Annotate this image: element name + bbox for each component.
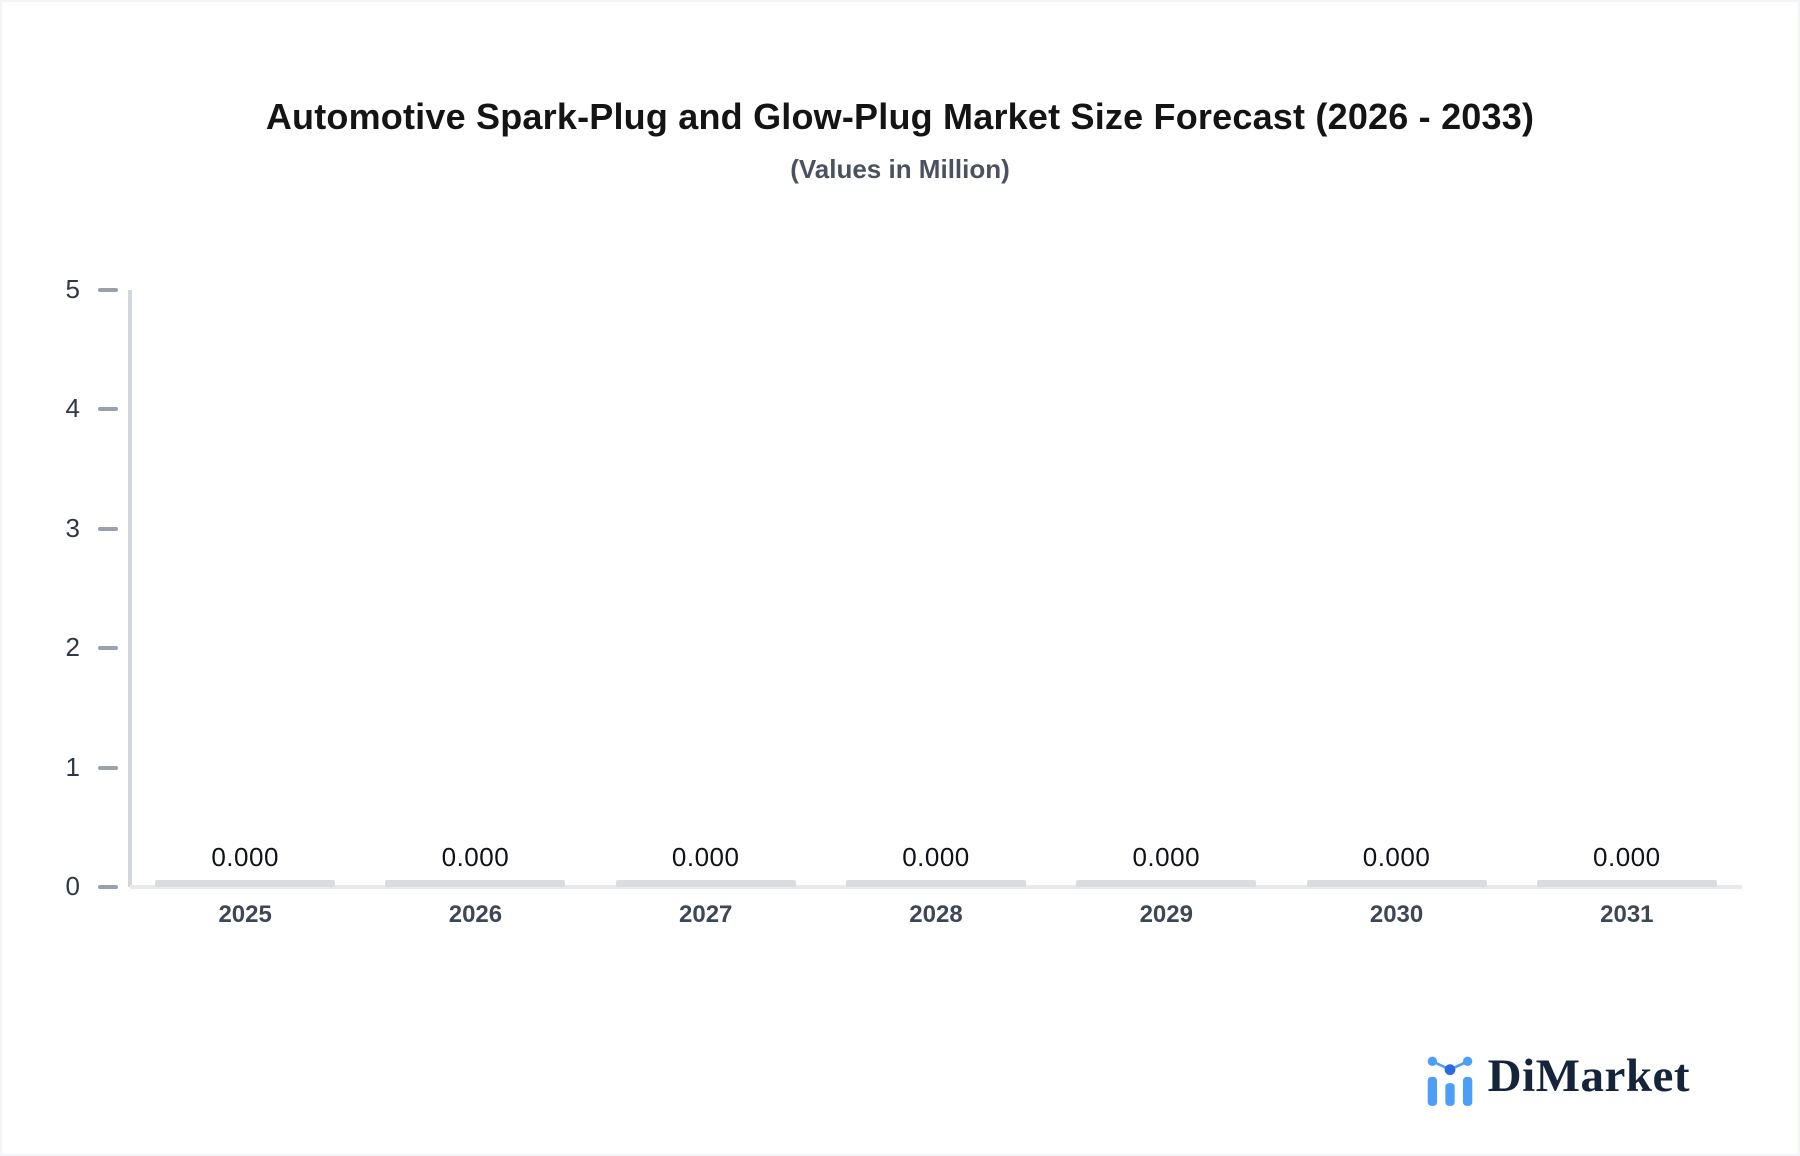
x-axis-label: 2031 [1600, 901, 1654, 928]
tick-mark [98, 885, 118, 889]
bar [845, 880, 1026, 887]
bar-value-label: 0.000 [671, 842, 740, 872]
chart-header: Automotive Spark-Plug and Glow-Plug Mark… [0, 96, 1800, 185]
bar [385, 880, 566, 887]
x-axis-label: 2025 [218, 901, 272, 928]
bar-column: 0.000 2028 [821, 290, 1051, 928]
plot-area: 5 4 3 2 1 0 0.000 2025 0.000 2026 0.000 [66, 274, 1742, 928]
bar [615, 880, 796, 887]
chart-title: Automotive Spark-Plug and Glow-Plug Mark… [265, 96, 1535, 137]
tick-mark [98, 288, 118, 292]
y-axis-tick-label: 1 [65, 751, 80, 782]
bar-value-label: 0.000 [1132, 842, 1201, 872]
x-axis-label: 2026 [448, 901, 503, 928]
tick-mark [98, 765, 118, 770]
bar-column: 0.000 2027 [591, 290, 821, 928]
bar [155, 880, 336, 887]
y-axis-tick-label: 5 [65, 274, 80, 304]
bar-column: 0.000 2026 [360, 290, 590, 928]
x-axis-label: 2030 [1369, 901, 1424, 928]
bar-columns: 0.000 2025 0.000 2026 0.000 2027 0.000 2… [130, 290, 1742, 928]
y-axis-tick-label: 0 [65, 871, 80, 901]
tick-mark [98, 407, 118, 412]
y-axis-tick-label: 2 [65, 632, 80, 663]
chart-subtitle: (Values in Million) [790, 154, 1010, 184]
bar-value-label: 0.000 [441, 842, 510, 872]
bar-value-label: 0.000 [902, 842, 970, 872]
tick-mark [98, 526, 118, 531]
brand-logo: DiMarket [1424, 1044, 1690, 1108]
x-axis-label: 2029 [1139, 901, 1193, 928]
tick-mark [98, 646, 118, 651]
bar-value-label: 0.000 [211, 842, 279, 872]
bar-column: 0.000 2031 [1512, 290, 1742, 928]
brand-name: DiMarket [1487, 1050, 1690, 1102]
bar-column: 0.000 2029 [1051, 290, 1281, 928]
bar [1306, 880, 1487, 887]
x-axis-label: 2027 [679, 901, 733, 928]
x-axis-baseline [130, 885, 1742, 889]
bar-column: 0.000 2030 [1281, 290, 1511, 928]
bar [1076, 880, 1257, 887]
bar-column: 0.000 2025 [130, 290, 360, 928]
bar-value-label: 0.000 [1593, 842, 1661, 872]
x-axis-label: 2028 [909, 901, 963, 928]
y-axis-tick-label: 4 [65, 393, 80, 424]
bar-value-label: 0.000 [1362, 842, 1431, 872]
bar [1536, 880, 1717, 887]
y-axis-tick-label: 3 [65, 512, 80, 543]
y-axis-line [128, 290, 132, 887]
bar-line-chart-icon [1427, 1056, 1472, 1106]
